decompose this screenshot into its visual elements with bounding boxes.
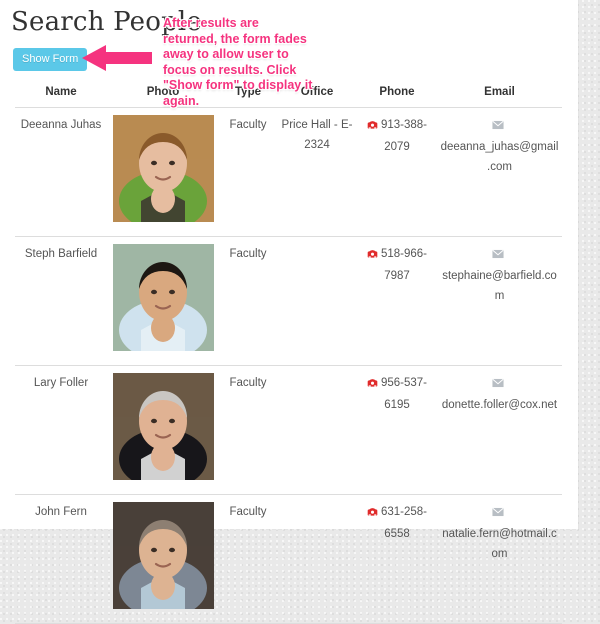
table-header-row: Name Photo Type Office Phone Email (15, 82, 562, 108)
results-table: Name Photo Type Office Phone Email Deean… (15, 82, 562, 624)
cell-email: deeanna_juhas@gmail.com (437, 107, 562, 237)
cell-phone: 956-537-6195 (357, 365, 437, 495)
cell-name: Lary Foller (15, 365, 107, 495)
column-header-phone[interactable]: Phone (357, 82, 437, 108)
envelope-icon (492, 246, 504, 266)
table-row[interactable]: Steph Barfield Faculty 518-966-7987 stephai… (15, 236, 562, 366)
show-form-button[interactable]: Show Form (13, 48, 88, 71)
cell-photo (107, 365, 219, 495)
toolbar: Show Form (0, 37, 578, 74)
cell-type: Faculty (219, 107, 277, 237)
portrait-deeanna-juhas (112, 115, 214, 222)
table-row[interactable]: Deeanna Juhas Faculty Price Hall - E-2324 9… (15, 107, 562, 237)
cell-phone: 913-388-2079 (357, 107, 437, 237)
cell-type: Faculty (219, 236, 277, 366)
cell-phone: 518-966-7987 (357, 236, 437, 366)
telephone-icon (367, 375, 378, 395)
cell-email: donette.foller@cox.net (437, 365, 562, 495)
telephone-icon (367, 117, 378, 137)
cell-type: Faculty (219, 494, 277, 624)
cell-name: Steph Barfield (15, 236, 107, 366)
cell-photo (107, 236, 219, 366)
cell-photo (107, 494, 219, 624)
page-title: Search People (11, 7, 203, 37)
table-body: Deeanna Juhas Faculty Price Hall - E-2324 9… (15, 107, 562, 624)
left-arrow-icon (82, 45, 152, 71)
cell-office (277, 236, 357, 366)
column-header-office[interactable]: Office (277, 82, 357, 108)
table-row[interactable]: Lary Foller Faculty 956-537-6195 donette.fo… (15, 365, 562, 495)
page-container: Search People Show Form Name Photo Type … (0, 0, 578, 624)
cell-name: John Fern (15, 494, 107, 624)
envelope-icon (492, 504, 504, 524)
portrait-lary-foller (112, 373, 214, 480)
cell-phone: 631-258-6558 (357, 494, 437, 624)
telephone-icon (367, 246, 378, 266)
cell-photo (107, 107, 219, 237)
cell-name: Deeanna Juhas (15, 107, 107, 237)
table-row[interactable]: John Fern Faculty 631-258-6558 natalie.fern… (15, 494, 562, 624)
portrait-steph-barfield (112, 244, 214, 351)
column-header-email[interactable]: Email (437, 82, 562, 108)
cell-type: Faculty (219, 365, 277, 495)
column-header-photo[interactable]: Photo (107, 82, 219, 108)
cell-office: Price Hall - E-2324 (277, 107, 357, 237)
cell-office (277, 365, 357, 495)
cell-email: natalie.fern@hotmail.com (437, 494, 562, 624)
envelope-icon (492, 375, 504, 395)
column-header-name[interactable]: Name (15, 82, 107, 108)
column-header-type[interactable]: Type (219, 82, 277, 108)
cell-email: stephaine@barfield.com (437, 236, 562, 366)
telephone-icon (367, 504, 378, 524)
envelope-icon (492, 117, 504, 137)
cell-office (277, 494, 357, 624)
portrait-john-fern (112, 502, 214, 609)
